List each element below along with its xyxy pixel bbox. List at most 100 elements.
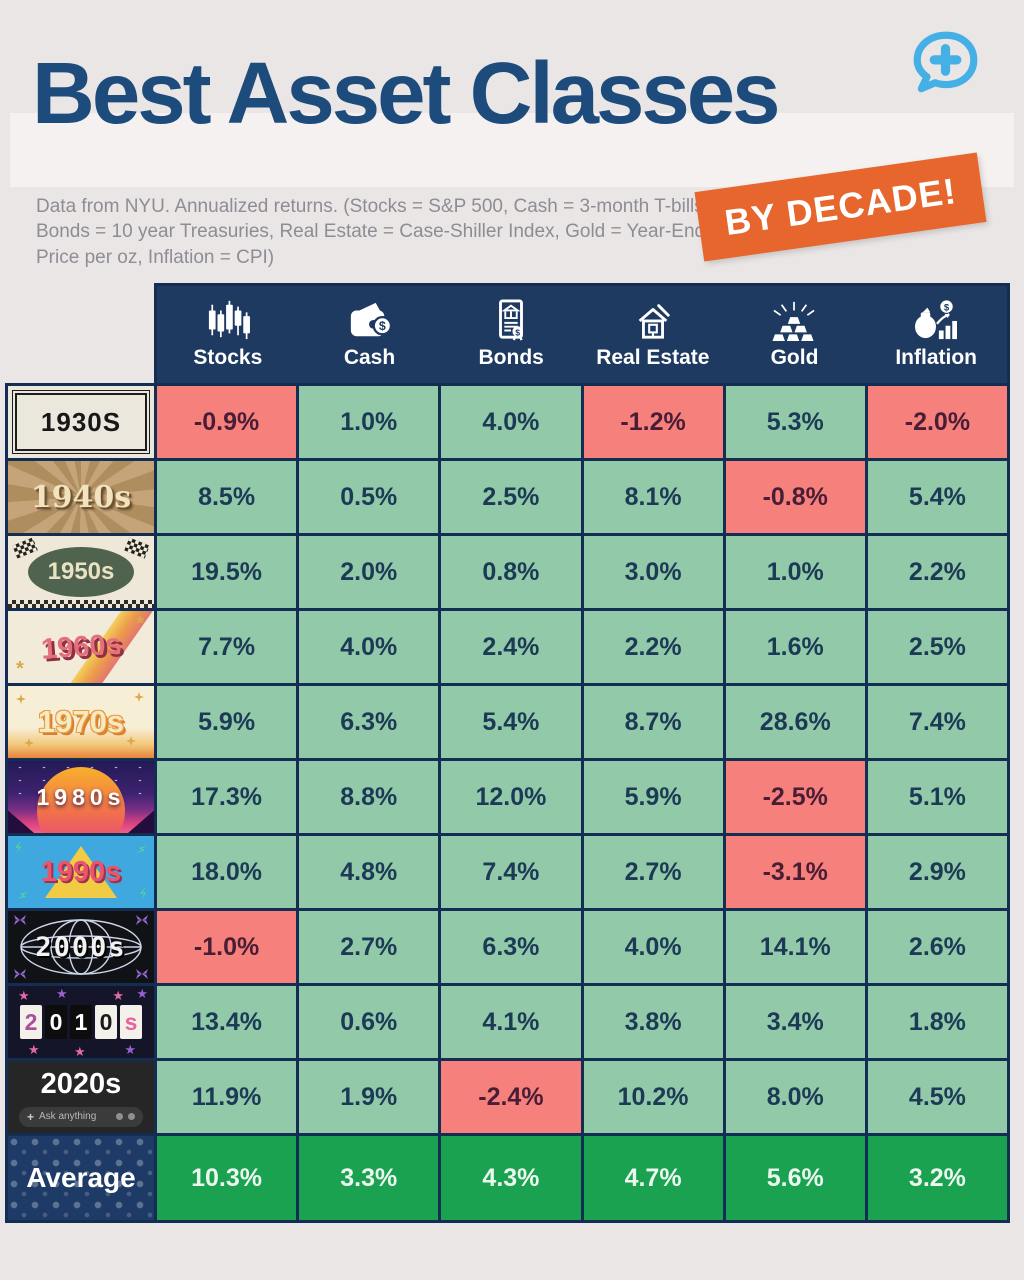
sparkle-icon xyxy=(134,692,144,702)
return-cell: 2.2% xyxy=(583,611,723,683)
art-deco-frame xyxy=(12,390,150,454)
return-cell: 28.6% xyxy=(725,686,865,758)
column-label: Cash xyxy=(343,346,396,369)
return-cell: 8.5% xyxy=(157,461,297,533)
return-cell: 2.6% xyxy=(867,911,1007,983)
return-cell: 1.9% xyxy=(299,1061,439,1133)
flip-tile: 1 xyxy=(70,1005,92,1039)
sparkle-icon xyxy=(126,736,136,746)
searchbar-placeholder: Ask anything xyxy=(39,1111,97,1122)
return-cell: 14.1% xyxy=(725,911,865,983)
return-cell: 7.4% xyxy=(441,836,581,908)
return-cell: -2.0% xyxy=(867,386,1007,458)
return-cell: 2.0% xyxy=(299,536,439,608)
butterfly-icon xyxy=(14,969,26,979)
synthwave-sun xyxy=(37,767,125,833)
flip-tile: 0 xyxy=(45,1005,67,1039)
column-label: Bonds xyxy=(478,346,544,369)
svg-text:$: $ xyxy=(515,327,520,337)
star-icon: ★ xyxy=(136,986,148,1001)
decade-label-column: 1930S 1940s 1950s * * 1960s 1970s xyxy=(5,383,157,1223)
return-cell: 1.6% xyxy=(725,611,865,683)
butterfly-icon xyxy=(14,915,26,925)
decade-tile-1940s: 1940s xyxy=(8,461,154,533)
return-cell: 5.9% xyxy=(583,761,723,833)
return-cell: 1.0% xyxy=(725,536,865,608)
decade-tile-2020s: 2020s + Ask anything xyxy=(8,1061,154,1133)
return-cell: 3.0% xyxy=(583,536,723,608)
retro-oval: 1950s xyxy=(28,547,134,597)
return-cell: 0.8% xyxy=(441,536,581,608)
column-label: Gold xyxy=(770,346,819,369)
return-cell: 4.5% xyxy=(867,1061,1007,1133)
decade-label: 1990s xyxy=(40,855,122,888)
return-cell: 4.8% xyxy=(299,836,439,908)
return-cell: 5.9% xyxy=(157,686,297,758)
plus-icon: + xyxy=(27,1109,35,1124)
column-header-bonds: $ Bonds xyxy=(440,286,582,383)
checker-strip xyxy=(8,600,154,608)
return-cell: 6.3% xyxy=(299,686,439,758)
flip-tile: 0 xyxy=(95,1005,117,1039)
decade-label: 1970s xyxy=(37,704,125,739)
return-cell: 4.1% xyxy=(441,986,581,1058)
svg-text:$: $ xyxy=(379,319,386,333)
return-cell: 2.2% xyxy=(867,536,1007,608)
return-cell: 0.5% xyxy=(299,461,439,533)
sparkle-icon xyxy=(24,738,34,748)
return-cell: 2.5% xyxy=(441,461,581,533)
decade-tile-1970s: 1970s xyxy=(8,686,154,758)
return-cell: 6.3% xyxy=(441,911,581,983)
average-return-cell: 3.3% xyxy=(299,1136,439,1220)
return-cell: 1.0% xyxy=(299,386,439,458)
wallet-icon: $ xyxy=(346,299,393,341)
sparkle-icon xyxy=(16,694,26,704)
return-cell: 1.8% xyxy=(867,986,1007,1058)
star-icon: ★ xyxy=(28,1042,40,1057)
flower-icon: * xyxy=(16,658,24,680)
bond-certificate-icon: $ xyxy=(488,299,534,341)
lightning-bolt-icon: ⚡ xyxy=(15,886,31,905)
return-cell: 5.1% xyxy=(867,761,1007,833)
decade-tile-1930s: 1930S xyxy=(8,386,154,458)
decade-tile-1950s: 1950s xyxy=(8,536,154,608)
return-cell: 3.4% xyxy=(725,986,865,1058)
column-header-real-estate: Real Estate xyxy=(582,286,724,383)
column-label: Inflation xyxy=(895,346,977,369)
lightning-bolt-icon: ⚡ xyxy=(136,884,151,903)
flip-board-label: 2 0 1 0 s xyxy=(20,1005,142,1039)
average-row-label: Average xyxy=(8,1136,154,1220)
return-cell: -2.4% xyxy=(441,1061,581,1133)
return-cell: 5.4% xyxy=(867,461,1007,533)
return-cell: 19.5% xyxy=(157,536,297,608)
return-cell: 18.0% xyxy=(157,836,297,908)
decade-label: 2020s xyxy=(40,1067,122,1100)
speech-bubble-plus-icon xyxy=(908,26,982,105)
butterfly-icon xyxy=(136,915,148,925)
return-cell: 2.4% xyxy=(441,611,581,683)
decade-label: 2000s xyxy=(35,931,127,963)
return-cell: 8.1% xyxy=(583,461,723,533)
return-cell: 3.8% xyxy=(583,986,723,1058)
palm-silhouette xyxy=(8,807,34,833)
money-bag-chart-icon: $ xyxy=(913,299,959,341)
candlestick-chart-icon xyxy=(205,299,251,341)
flip-tile: 2 xyxy=(20,1005,42,1039)
decade-tile-1960s: * * 1960s xyxy=(8,611,154,683)
column-header-inflation: $ Inflation xyxy=(865,286,1007,383)
palm-silhouette xyxy=(128,807,154,833)
return-cell: 7.7% xyxy=(157,611,297,683)
subtitle-text: Data from NYU. Annualized returns. (Stoc… xyxy=(36,196,710,268)
return-cell: -0.8% xyxy=(725,461,865,533)
return-cell: 8.7% xyxy=(583,686,723,758)
decade-tile-2010s: ★ ★ ★ ★ ★ ★ ★ 2 0 1 0 s xyxy=(8,986,154,1058)
return-cell: -1.2% xyxy=(583,386,723,458)
gold-bars-icon xyxy=(771,299,817,341)
star-icon: ★ xyxy=(112,988,124,1003)
voice-icon xyxy=(128,1113,135,1120)
average-return-cell: 4.7% xyxy=(583,1136,723,1220)
average-return-cell: 4.3% xyxy=(441,1136,581,1220)
column-header-gold: Gold xyxy=(724,286,866,383)
returns-grid: -0.9% 1.0% 4.0% -1.2% 5.3% -2.0% 8.5% 0.5% 2.5% 8… xyxy=(154,383,1010,1223)
wireframe-globe-icon xyxy=(20,919,142,975)
